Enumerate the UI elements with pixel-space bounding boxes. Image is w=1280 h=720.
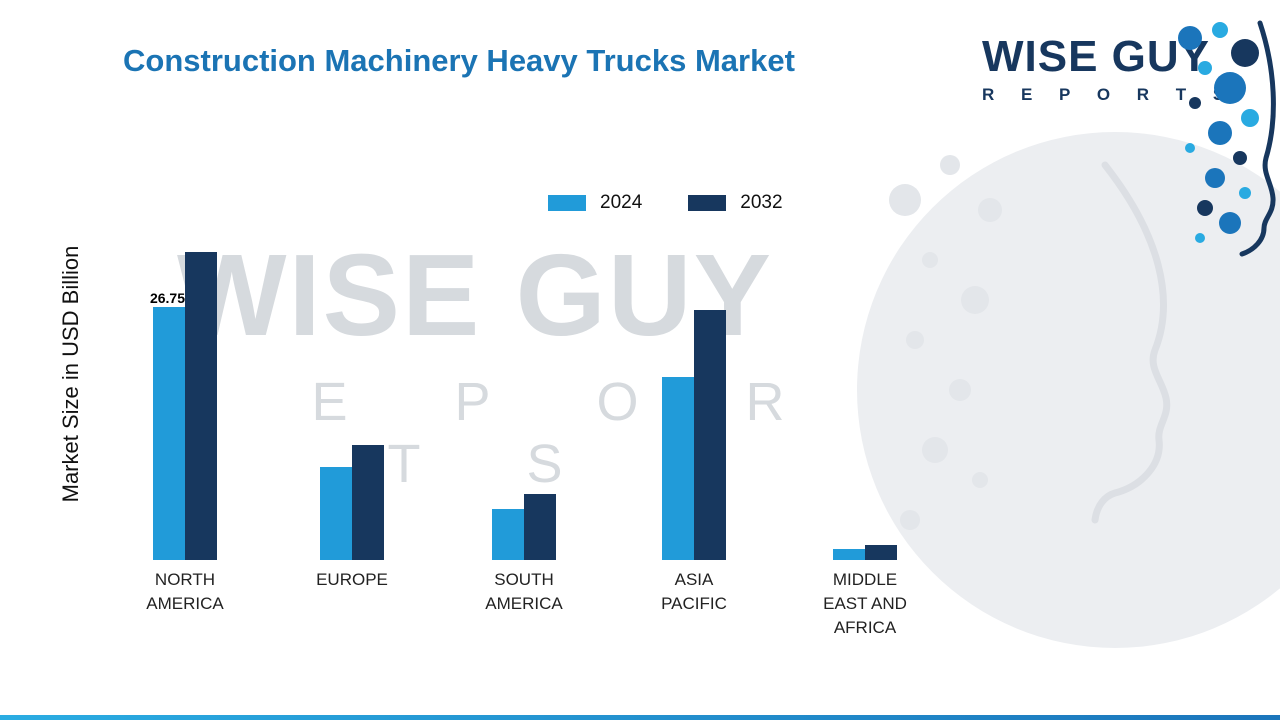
bar-value-label: 26.75: [149, 290, 185, 306]
watermark-face-profile: [1091, 161, 1171, 524]
brand-logo: WISE GUY R E P O R T S: [982, 32, 1235, 105]
bar-2032-south-america: [524, 494, 556, 560]
legend-swatch: [548, 195, 586, 211]
legend-item-2032: 2032: [688, 192, 783, 214]
category-label: ASIA PACIFIC: [661, 570, 727, 613]
category-label: EUROPE: [316, 570, 388, 589]
y-axis-label: Market Size in USD Billion: [58, 245, 83, 503]
bar-2032-middle-east-and-africa: [865, 545, 897, 560]
bottom-accent-line: [0, 715, 1280, 720]
bar-2032-europe: [352, 445, 384, 560]
bar-2024-europe: [320, 467, 352, 560]
bar-2024-middle-east-and-africa: [833, 549, 865, 560]
watermark-circle: [857, 132, 1280, 648]
category-label: SOUTH AMERICA: [485, 570, 563, 613]
watermark-line1: WISE GUY: [176, 230, 774, 360]
bar-2024-asia-pacific: [662, 377, 694, 560]
watermark-dots: [889, 155, 1002, 530]
logo-face-profile: [1239, 20, 1276, 257]
category-label: MIDDLE EAST AND AFRICA: [823, 570, 907, 637]
logo-wordmark: WISE GUY: [982, 32, 1211, 81]
bar-2024-north-america: [153, 307, 185, 560]
legend-label: 2024: [600, 192, 643, 213]
legend: 2024 2032: [548, 192, 783, 214]
bar-2024-south-america: [492, 509, 524, 560]
bar-2032-asia-pacific: [694, 310, 726, 560]
category-label: NORTH AMERICA: [146, 570, 224, 613]
legend-item-2024: 2024: [548, 192, 642, 214]
legend-swatch: [688, 195, 727, 211]
chart-title: Construction Machinery Heavy Trucks Mark…: [123, 43, 795, 78]
logo-subtitle: R E P O R T S: [982, 85, 1236, 104]
legend-label: 2032: [740, 192, 783, 213]
logo-head-icon: [1178, 20, 1276, 257]
bar-2032-north-america: [185, 252, 217, 560]
